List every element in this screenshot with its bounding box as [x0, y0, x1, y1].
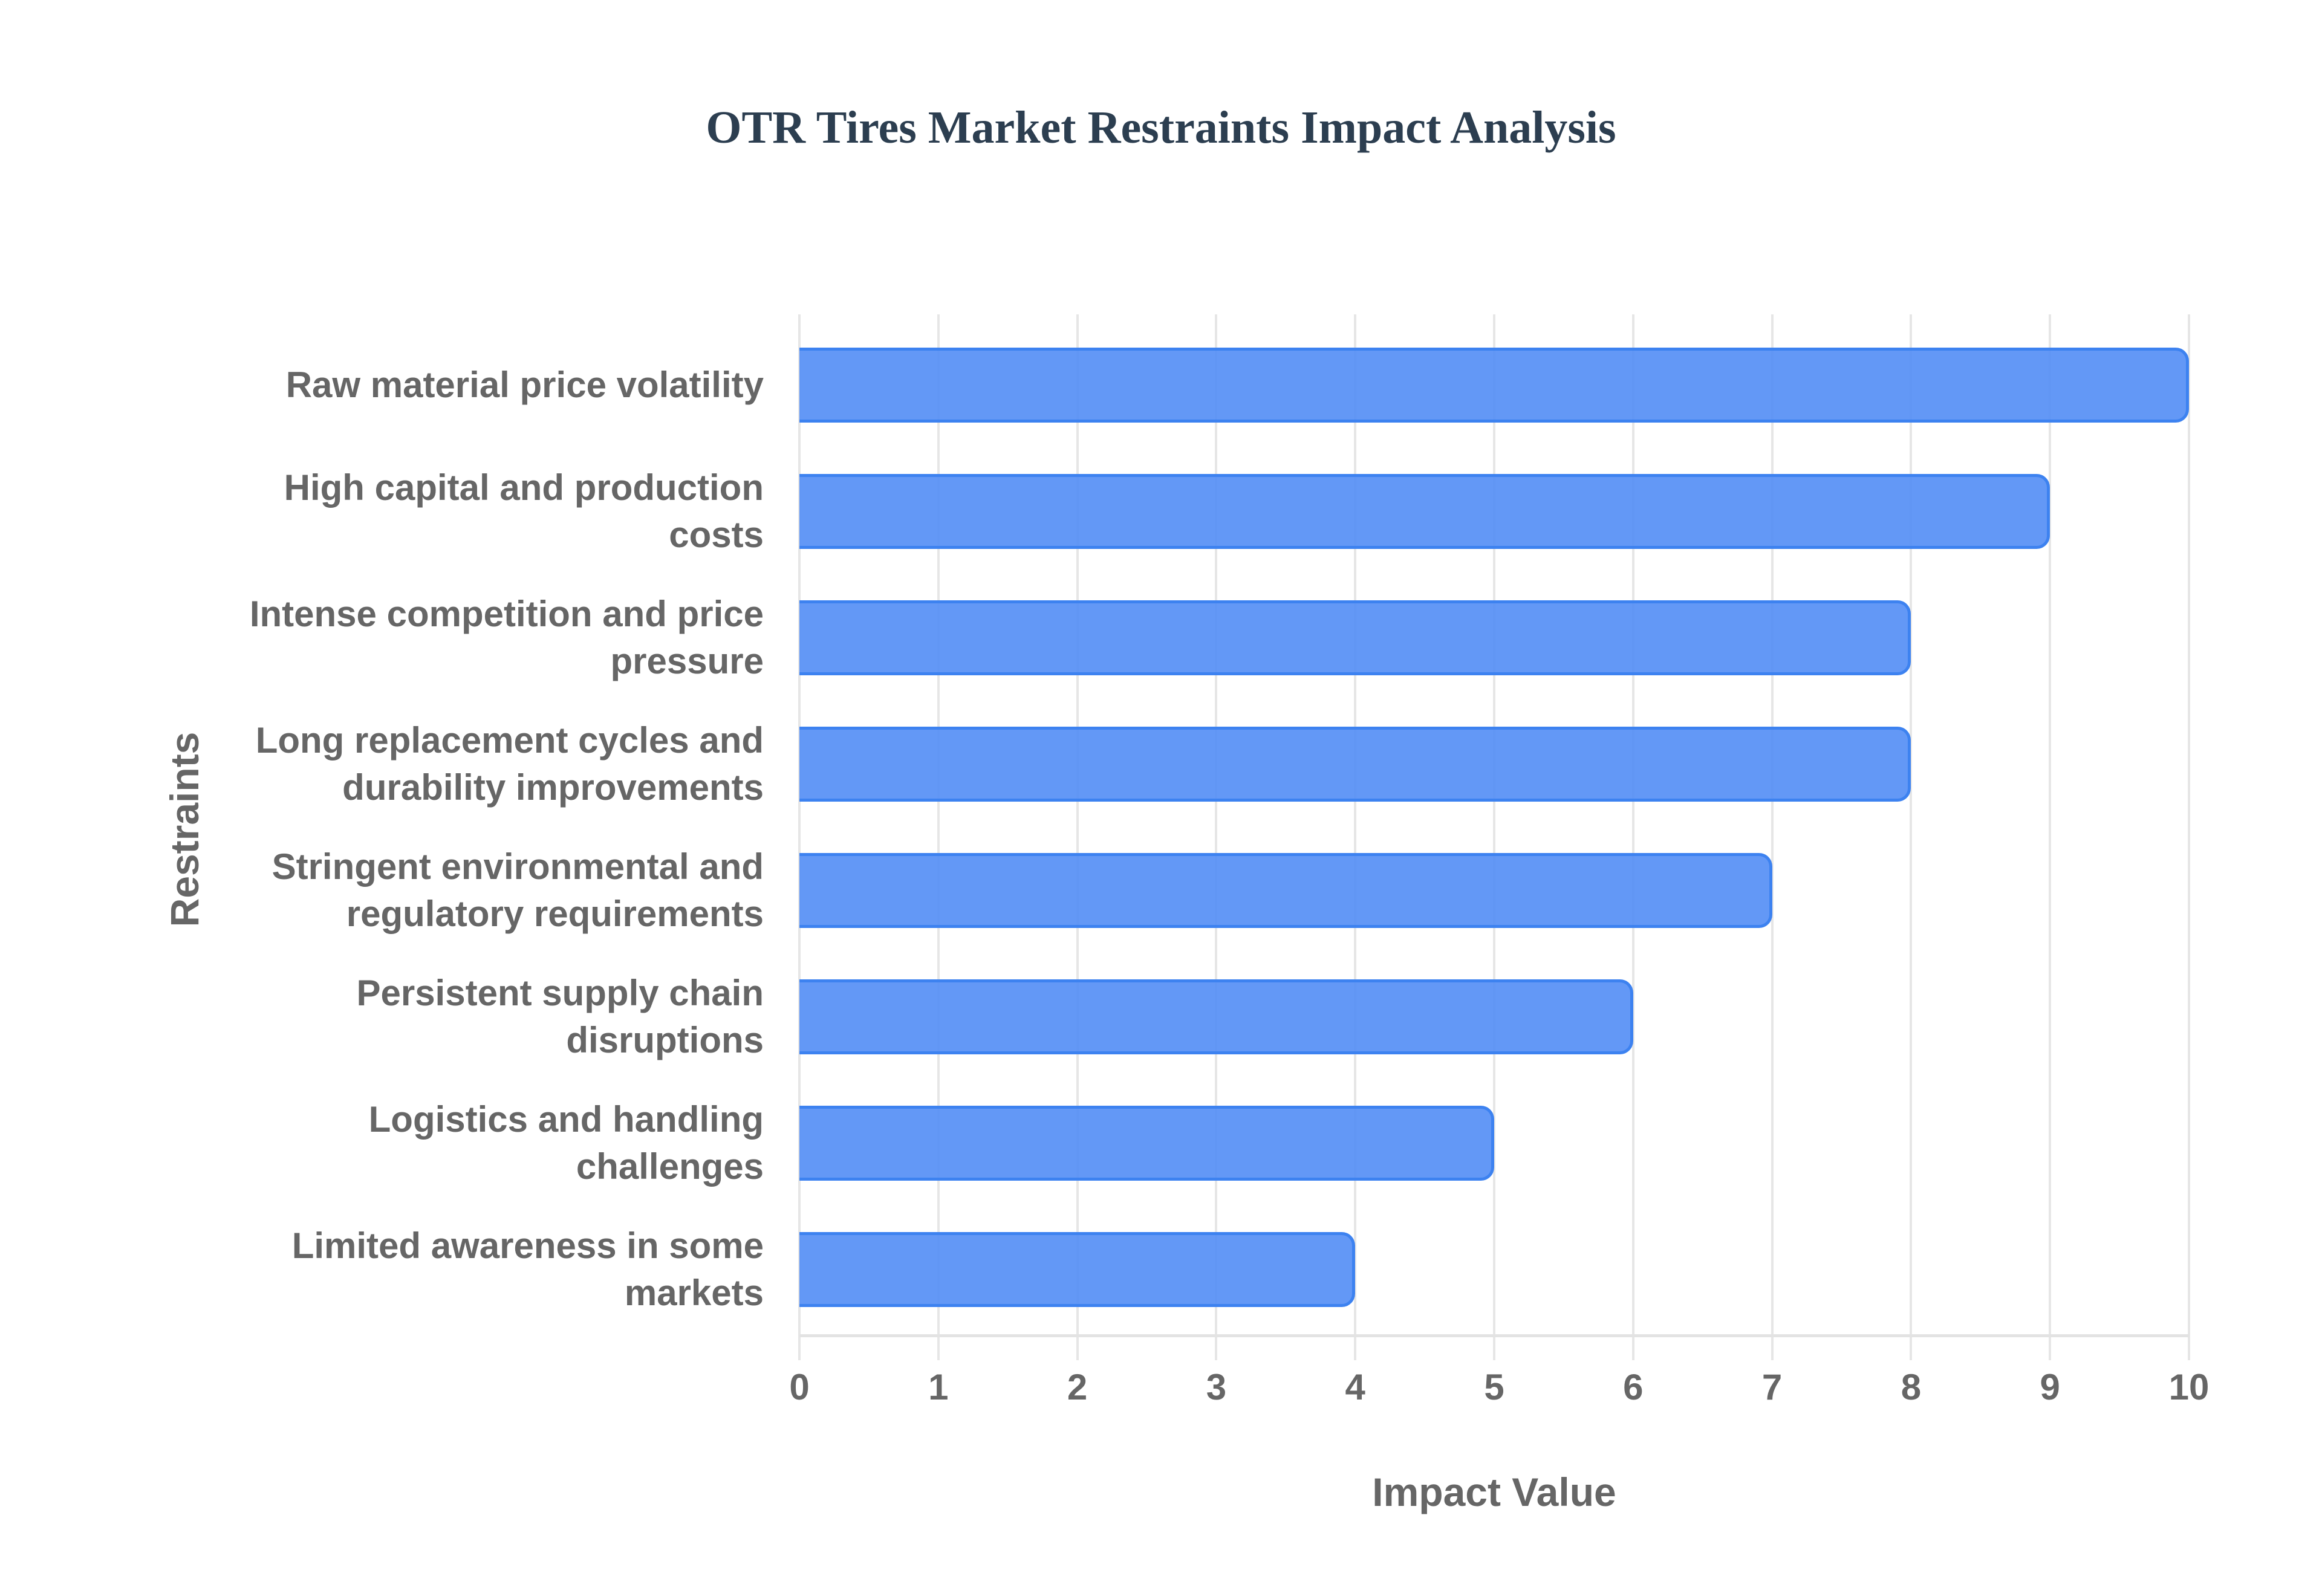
- chart-title: OTR Tires Market Restraints Impact Analy…: [706, 102, 1616, 153]
- x-tick-label: 4: [1345, 1367, 1365, 1407]
- y-axis-label-line: Raw material price volatility: [285, 365, 764, 405]
- y-axis-label: High capital and production costs: [159, 464, 764, 559]
- gridline: [1354, 314, 1357, 1360]
- bar[interactable]: [799, 979, 1633, 1054]
- y-axis-label: Long replacement cycles and durability im…: [159, 717, 764, 811]
- x-tick-label: 6: [1623, 1367, 1644, 1407]
- y-axis-label-line: Stringent environmental and: [272, 846, 764, 887]
- y-axis-label-line: disruptions: [566, 1020, 764, 1060]
- x-tick-label: 1: [928, 1367, 949, 1407]
- y-axis-label: Stringent environmental and regulatory re…: [159, 843, 764, 938]
- plot-area: [798, 314, 2190, 1360]
- y-axis-label-line: Persistent supply chain: [356, 973, 764, 1013]
- x-tick-label: 2: [1067, 1367, 1088, 1407]
- gridline: [937, 314, 940, 1360]
- bar[interactable]: [799, 1106, 1494, 1181]
- gridline: [1493, 314, 1495, 1360]
- gridline: [1076, 314, 1079, 1360]
- y-axis-label-line: Long replacement cycles and: [255, 720, 764, 761]
- x-tick-label: 8: [1901, 1367, 1922, 1407]
- bar[interactable]: [799, 474, 2050, 549]
- bar[interactable]: [799, 348, 2189, 423]
- bar[interactable]: [799, 600, 1911, 675]
- y-axis-label: Intense competition and price pressure: [159, 591, 764, 685]
- y-axis-label-line: costs: [669, 514, 764, 555]
- gridline: [2188, 314, 2190, 1360]
- y-axis-label: Raw material price volatility: [159, 362, 764, 409]
- bar[interactable]: [799, 853, 1772, 928]
- gridline: [1771, 314, 1774, 1360]
- y-axis-label: Persistent supply chain disruptions: [159, 970, 764, 1064]
- x-tick-label: 3: [1206, 1367, 1227, 1407]
- gridline: [1910, 314, 1913, 1360]
- x-tick-label: 0: [789, 1367, 810, 1407]
- y-axis-label-line: markets: [624, 1273, 764, 1313]
- y-axis-label-line: Limited awareness in some: [291, 1225, 764, 1266]
- y-axis-label-line: Logistics and handling: [368, 1099, 764, 1140]
- x-tick-label: 5: [1484, 1367, 1504, 1407]
- y-axis-label-line: regulatory requirements: [346, 894, 764, 934]
- bar[interactable]: [799, 727, 1911, 802]
- y-axis-label-line: High capital and production: [284, 467, 764, 508]
- x-tick-label: 7: [1761, 1367, 1783, 1407]
- gridline: [1631, 314, 1634, 1360]
- y-axis-label-line: durability improvements: [342, 767, 764, 808]
- y-axis-label-line: Intense competition and price: [249, 594, 764, 634]
- gridline: [2049, 314, 2052, 1360]
- x-axis-line: [799, 1334, 2189, 1337]
- y-axis-label-line: challenges: [576, 1146, 764, 1187]
- y-axis-label-line: pressure: [610, 641, 764, 681]
- x-axis-title: Impact Value: [1372, 1470, 1616, 1514]
- x-tick-label: 10: [2168, 1367, 2210, 1407]
- gridline: [1215, 314, 1218, 1360]
- y-axis-label: Limited awareness in some markets: [159, 1222, 764, 1317]
- y-axis-label: Logistics and handling challenges: [159, 1096, 764, 1190]
- x-tick-label: 9: [2040, 1367, 2060, 1407]
- gridline: [798, 314, 801, 1360]
- bar[interactable]: [799, 1232, 1356, 1307]
